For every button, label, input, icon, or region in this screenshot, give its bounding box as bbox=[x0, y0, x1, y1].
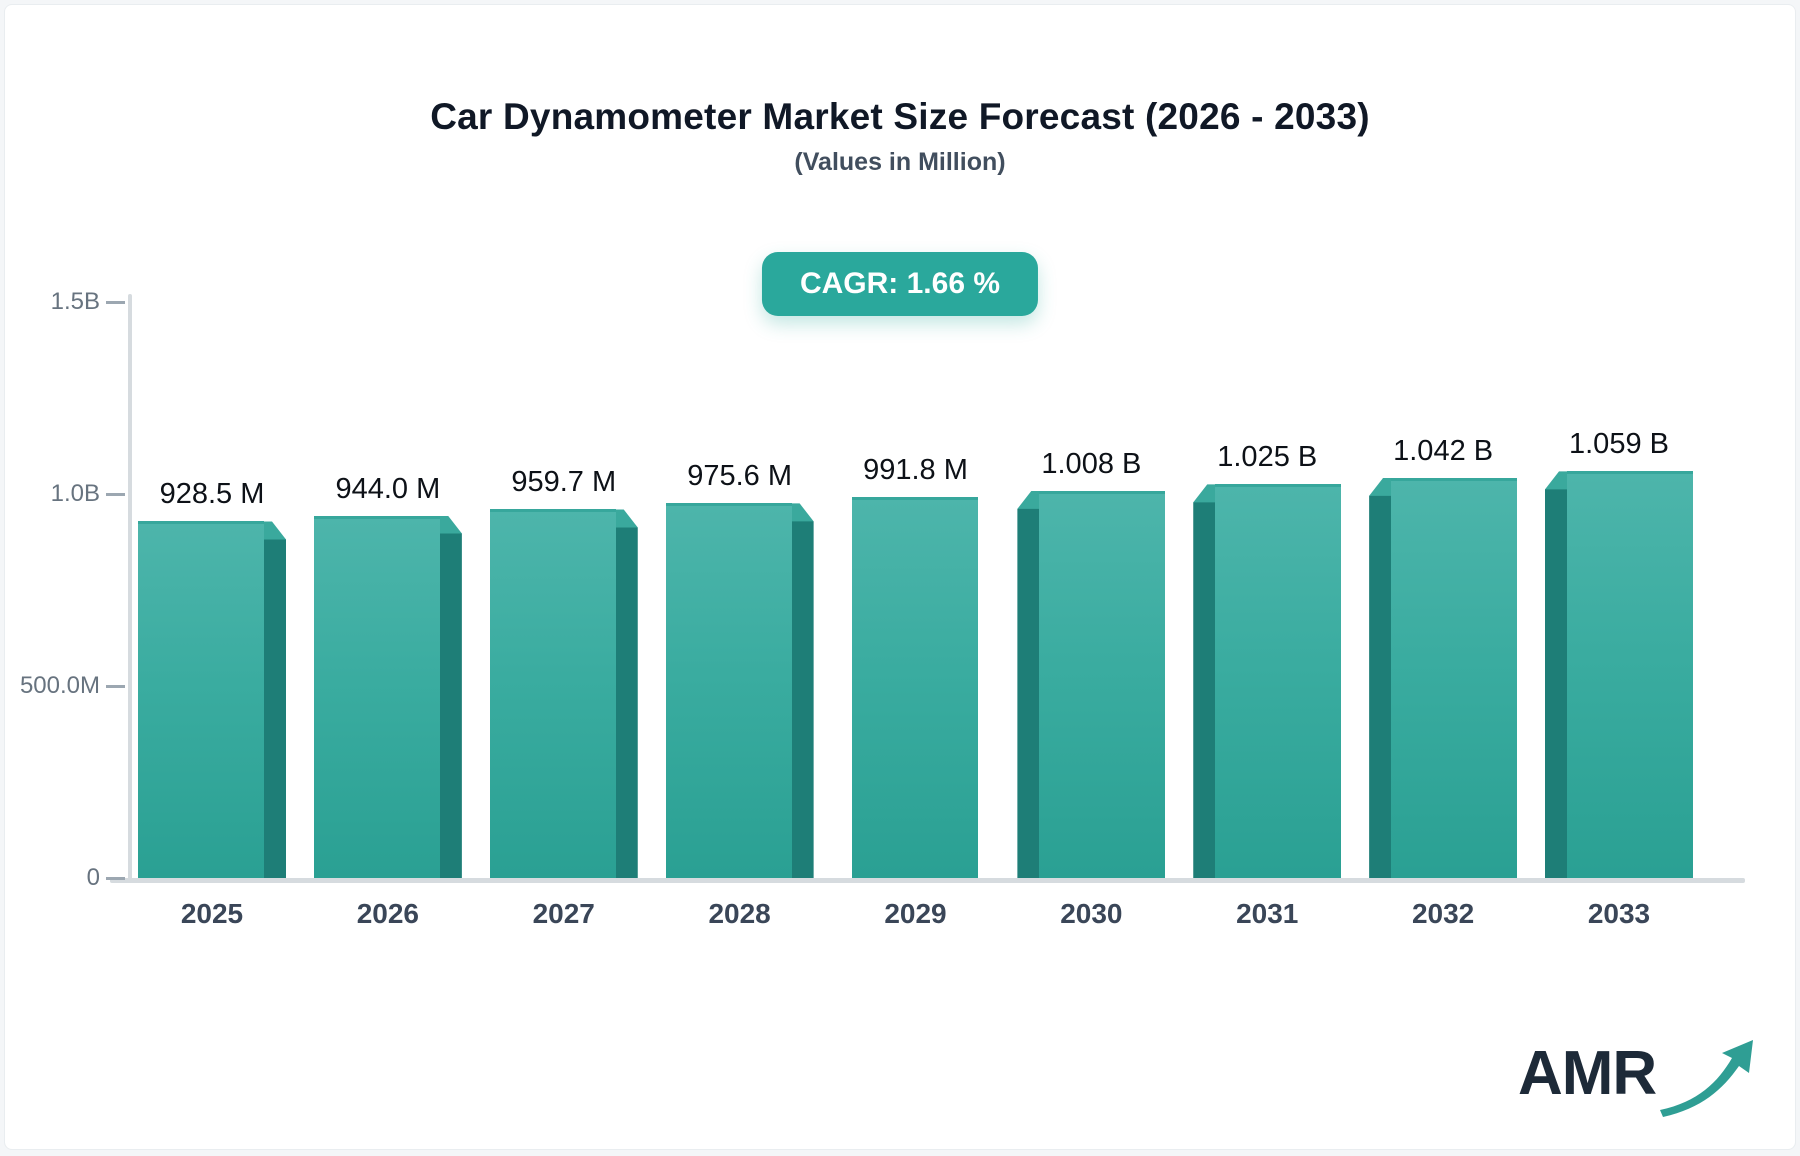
x-tick-label-2028: 2028 bbox=[708, 898, 771, 929]
bar-value-label: 959.7 M bbox=[511, 466, 617, 499]
bar-2025 bbox=[138, 521, 264, 878]
bar-value-label: 1.059 B bbox=[1569, 428, 1669, 461]
x-tick-label-2027: 2027 bbox=[532, 898, 595, 929]
bar-side-shadow bbox=[615, 509, 638, 878]
bar-value-label: 1.025 B bbox=[1217, 441, 1318, 474]
x-tick-label-2032: 2032 bbox=[1411, 898, 1475, 929]
bar-side-shadow bbox=[1545, 471, 1567, 878]
y-tick-label: 0 bbox=[86, 864, 100, 891]
y-tick-dash bbox=[106, 493, 125, 496]
x-axis-line bbox=[110, 878, 1745, 883]
amr-logo: AMR bbox=[1518, 1028, 1768, 1128]
y-tick-label: 500.0M bbox=[19, 672, 100, 699]
amr-logo-text: AMR bbox=[1518, 1039, 1657, 1108]
bar-side-face bbox=[615, 509, 638, 878]
bar-value-label: 1.008 B bbox=[1041, 447, 1142, 480]
page-subtitle: (Values in Million) bbox=[794, 148, 1006, 176]
bar-2030 bbox=[1039, 490, 1166, 878]
bar-side-face bbox=[1017, 490, 1040, 878]
bar-value-label: 991.8 M bbox=[863, 454, 968, 487]
bar-side-face bbox=[264, 521, 286, 878]
bar-2027 bbox=[489, 509, 616, 878]
bar-side-shadow bbox=[439, 515, 462, 878]
x-tick-label-2033: 2033 bbox=[1587, 898, 1651, 929]
bar-value-label: 1.042 B bbox=[1393, 434, 1494, 467]
x-tick-label-2030: 2030 bbox=[1060, 898, 1123, 929]
bar-value-label: 975.6 M bbox=[687, 460, 793, 493]
bar-side-face bbox=[1545, 471, 1567, 878]
bar-side-shadow bbox=[1193, 484, 1216, 878]
bar-side-face bbox=[1193, 484, 1216, 878]
bar-2031 bbox=[1215, 484, 1342, 878]
y-tick-dash bbox=[106, 301, 125, 304]
bar-side-shadow bbox=[791, 503, 814, 878]
x-tick-label-2026: 2026 bbox=[356, 898, 420, 929]
bar-side-shadow bbox=[264, 521, 286, 878]
x-tick-label-2031: 2031 bbox=[1236, 898, 1299, 929]
y-tick-dash bbox=[106, 685, 125, 688]
bar-value-label: 944.0 M bbox=[335, 472, 441, 505]
x-tick-label-2029: 2029 bbox=[884, 898, 947, 929]
bar-side-shadow bbox=[1017, 490, 1040, 878]
bar-2029 bbox=[852, 497, 978, 878]
bar-2033 bbox=[1567, 471, 1693, 878]
bar-2026 bbox=[313, 515, 440, 878]
bar-side-face bbox=[439, 515, 462, 878]
bar-side-shadow bbox=[1369, 477, 1392, 878]
y-axis-line bbox=[128, 294, 132, 883]
y-tick-label: 1.5B bbox=[50, 288, 100, 315]
y-tick-dash bbox=[106, 877, 125, 880]
growth-arrow-icon bbox=[1660, 1040, 1753, 1117]
y-tick-label: 1.0B bbox=[50, 480, 100, 507]
bar-2028 bbox=[665, 503, 792, 878]
bar-2032 bbox=[1391, 477, 1518, 878]
page-title: Car Dynamometer Market Size Forecast (20… bbox=[430, 96, 1370, 137]
cagr-badge: CAGR: 1.66 % bbox=[761, 252, 1039, 316]
x-tick-label-2025: 2025 bbox=[180, 898, 244, 929]
bar-value-label: 928.5 M bbox=[159, 478, 265, 511]
bar-side-face bbox=[1369, 477, 1392, 878]
bar-side-face bbox=[791, 503, 814, 878]
